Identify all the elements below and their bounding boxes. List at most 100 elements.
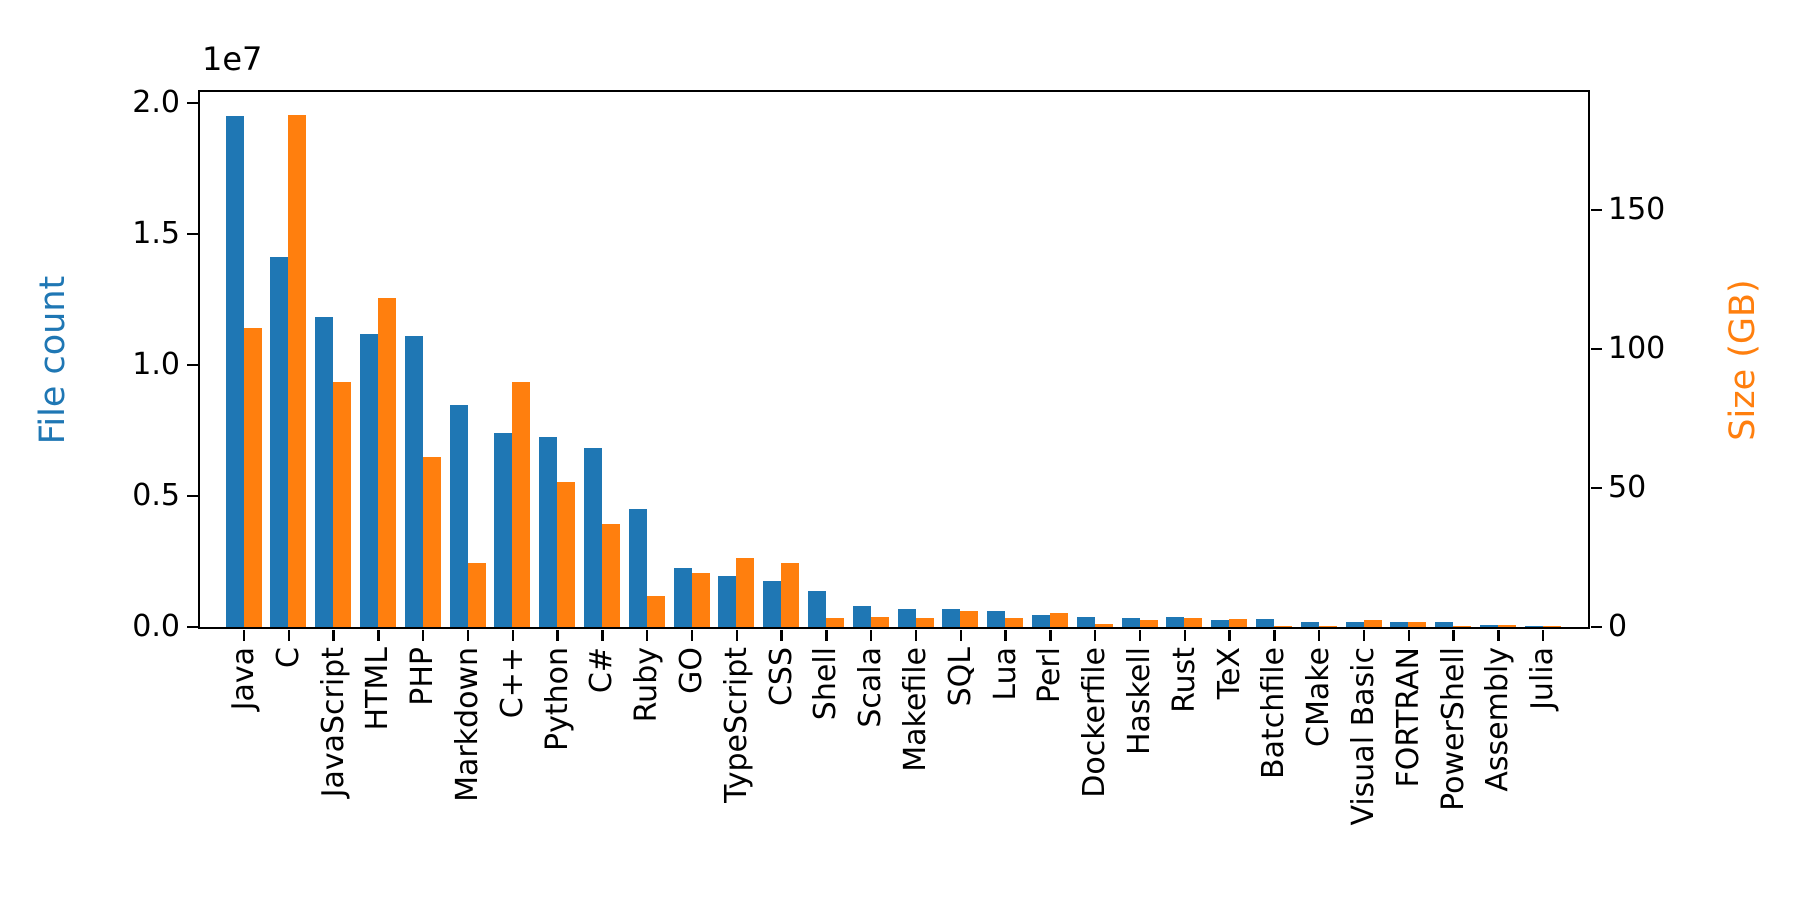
x-tick [466,630,470,641]
x-tick [1004,630,1007,641]
x-tick [511,630,515,641]
x-tick [869,630,873,641]
x-tick-label-Haskell: Haskell [1122,647,1157,756]
bar-file-count-SQL [942,609,961,627]
bar-size-gb-C# [601,523,620,627]
x-tick [421,630,425,641]
x-tick [287,630,291,641]
x-tick [825,630,828,641]
x-tick-label-Java: Java [226,647,261,711]
left-y-tick-label: 0.5 [132,478,180,513]
bar-size-gb-C++ [512,381,531,627]
bar-file-count-PowerShell [1435,622,1454,627]
right-y-tick-label: 50 [1608,469,1647,505]
x-tick-label-Rust: Rust [1166,647,1202,713]
x-tick-label-Batchfile: Batchfile [1256,647,1292,779]
right-axis-title: Size (GB) [1723,279,1763,441]
x-tick-label-Perl: Perl [1032,647,1068,704]
right-y-tick [1590,625,1602,629]
bar-size-gb-Ruby [646,596,665,627]
x-tick [1452,630,1455,641]
x-tick [1049,630,1052,641]
bar-file-count-C++ [494,432,513,627]
x-tick [242,630,246,641]
bar-file-count-Haskell [1121,617,1140,627]
x-tick [601,630,604,641]
x-tick-label-Makefile: Makefile [898,647,933,772]
x-tick [1138,630,1142,641]
bar-size-gb-Haskell [1139,620,1158,627]
x-tick [780,630,783,641]
left-y-tick [186,625,198,629]
bar-file-count-Scala [852,605,871,627]
bar-file-count-Dockerfile [1076,617,1095,627]
right-y-tick-label: 150 [1608,191,1666,227]
bar-size-gb-CMake [1318,625,1337,627]
bar-file-count-FORTRAN [1390,622,1409,627]
bar-size-gb-Markdown [467,562,486,627]
x-tick-label-PowerShell: PowerShell [1435,647,1471,811]
bar-size-gb-C [288,114,307,627]
bar-file-count-Perl [1031,614,1050,627]
left-y-tick [186,363,198,367]
bar-size-gb-TypeScript [736,557,755,627]
bar-size-gb-Dockerfile [1094,624,1113,627]
x-tick [556,630,559,641]
bar-size-gb-Rust [1184,618,1203,627]
bar-file-count-Markdown [449,405,468,627]
bar-file-count-Python [539,436,558,627]
x-tick-label-TeX: TeX [1211,647,1247,700]
x-tick-label-JavaScript: JavaScript [315,647,351,798]
x-tick-label-SQL: SQL [942,647,978,707]
right-y-tick [1590,347,1602,351]
bar-size-gb-PHP [422,456,441,627]
x-tick [959,630,963,641]
bar-size-gb-JavaScript [333,381,352,627]
x-tick-label-Assembly: Assembly [1480,647,1516,792]
x-tick [377,630,380,641]
x-tick [1183,630,1187,641]
bar-size-gb-HTML [377,298,396,627]
x-tick-label-GO: GO [674,647,709,694]
bar-file-count-Lua [987,610,1006,627]
left-y-tick [186,232,198,236]
bar-file-count-CMake [1300,622,1319,627]
x-tick [1362,630,1366,641]
bar-file-count-Visual Basic [1345,621,1364,627]
bar-size-gb-FORTRAN [1408,621,1427,627]
bar-file-count-Shell [807,590,826,627]
x-tick-label-PHP: PHP [405,647,441,706]
bar-size-gb-Scala [870,616,889,627]
bar-file-count-C [270,257,289,627]
left-y-tick-label: 1.5 [132,216,180,251]
bar-file-count-Rust [1166,617,1185,627]
x-tick-label-C#: C# [584,647,620,694]
bar-file-count-C# [583,447,602,627]
bar-size-gb-CSS [781,562,800,627]
bar-file-count-PHP [404,335,423,627]
left-y-tick-label: 1.0 [132,347,180,382]
bar-file-count-TypeScript [718,576,737,627]
x-tick [1407,630,1411,641]
x-tick-label-Julia: Julia [1525,647,1561,710]
x-tick-label-CSS: CSS [763,647,799,707]
bar-size-gb-GO [691,573,710,627]
bar-file-count-Assembly [1479,624,1498,627]
x-tick-label-Dockerfile: Dockerfile [1077,647,1113,798]
bar-size-gb-Makefile [915,618,934,627]
x-tick-label-FORTRAN: FORTRAN [1390,647,1426,788]
axis-offset-text: 1e7 [202,40,263,78]
bar-size-gb-Python [557,481,576,627]
left-y-tick [186,494,198,498]
left-y-tick-label: 0.0 [132,609,180,644]
right-y-tick-label: 0 [1608,609,1628,644]
bar-file-count-Java [225,115,244,627]
x-tick-label-Visual Basic: Visual Basic [1346,647,1381,826]
x-tick-label-HTML: HTML [360,647,396,731]
x-tick-label-TypeScript: TypeScript [718,647,754,803]
bar-size-gb-Assembly [1497,624,1516,627]
bar-file-count-Batchfile [1255,619,1274,627]
x-tick-label-Lua: Lua [987,647,1023,701]
x-tick [1541,630,1545,641]
